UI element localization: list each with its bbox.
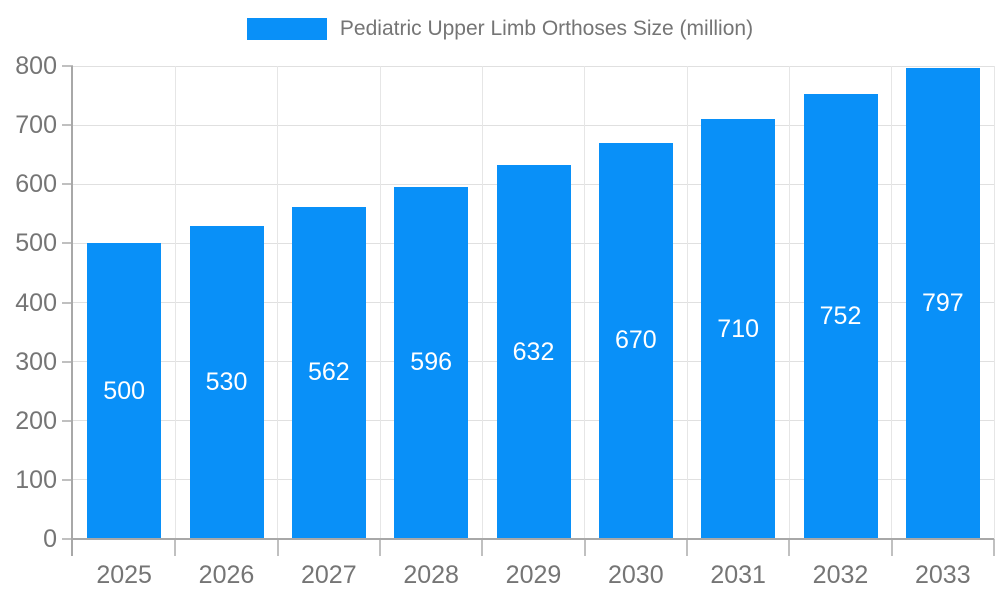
v-gridline xyxy=(379,66,381,539)
legend-label: Pediatric Upper Limb Orthoses Size (mill… xyxy=(339,17,754,40)
v-gridline xyxy=(174,66,176,539)
v-gridline xyxy=(993,66,995,539)
bar-value-label: 752 xyxy=(819,302,862,331)
bar-value-label: 530 xyxy=(205,367,248,396)
x-axis-tick-label: 2027 xyxy=(301,561,357,589)
y-axis-tick-label: 300 xyxy=(15,347,57,376)
y-axis-line xyxy=(71,66,73,556)
x-axis-tick-label: 2030 xyxy=(608,561,664,589)
x-axis-tick xyxy=(583,539,586,556)
x-axis-tick xyxy=(174,539,177,556)
y-axis-tick-label: 700 xyxy=(15,111,57,140)
bar-value-label: 670 xyxy=(614,326,657,355)
bar[interactable]: 797 xyxy=(905,67,980,539)
legend[interactable]: Pediatric Upper Limb Orthoses Size (mill… xyxy=(0,17,1000,41)
x-axis-tick xyxy=(993,539,995,556)
v-gridline xyxy=(481,66,483,539)
y-axis-tick-label: 500 xyxy=(15,229,57,258)
x-axis-line xyxy=(73,538,994,540)
bar-value-label: 562 xyxy=(307,358,350,387)
y-axis-tick xyxy=(62,419,73,422)
y-axis-tick xyxy=(62,183,73,186)
bar-value-label: 596 xyxy=(410,348,453,377)
bar-value-label: 500 xyxy=(103,376,146,405)
x-axis-tick-label: 2028 xyxy=(403,561,459,589)
y-axis-tick xyxy=(62,478,73,481)
y-axis-tick xyxy=(62,124,73,127)
x-axis-tick-label: 2032 xyxy=(812,561,869,589)
y-axis-tick xyxy=(62,538,73,540)
x-axis-tick xyxy=(379,539,381,556)
x-axis-tick-label: 2033 xyxy=(915,561,971,589)
x-axis-tick xyxy=(481,539,484,556)
bar[interactable]: 530 xyxy=(189,225,264,539)
y-axis-tick xyxy=(62,360,73,363)
x-axis-tick xyxy=(890,539,893,556)
x-axis-tick-label: 2026 xyxy=(198,561,255,589)
y-axis-tick xyxy=(62,301,73,304)
y-axis-tick xyxy=(62,242,73,245)
bar[interactable]: 596 xyxy=(394,186,469,539)
h-gridline xyxy=(73,124,994,126)
bar[interactable]: 670 xyxy=(598,142,673,539)
y-axis-tick-label: 200 xyxy=(15,406,57,435)
bar-value-label: 632 xyxy=(512,337,555,366)
bar[interactable]: 710 xyxy=(701,119,776,539)
bar-value-label: 710 xyxy=(717,314,760,343)
v-gridline xyxy=(788,66,790,539)
bar[interactable]: 562 xyxy=(291,206,366,539)
y-axis-tick-label: 100 xyxy=(15,465,57,494)
h-gridline xyxy=(73,65,994,67)
y-axis-tick-label: 800 xyxy=(15,52,57,80)
x-axis-tick-label: 2025 xyxy=(96,561,152,589)
v-gridline xyxy=(891,66,893,539)
y-axis-tick-label: 0 xyxy=(43,525,57,553)
x-axis-tick-label: 2029 xyxy=(505,561,562,589)
y-axis-tick-label: 600 xyxy=(15,170,57,199)
x-axis-tick xyxy=(276,539,279,556)
bar[interactable]: 500 xyxy=(87,243,162,539)
v-gridline xyxy=(686,66,688,539)
x-axis-tick xyxy=(788,539,791,556)
bar-value-label: 797 xyxy=(921,288,964,317)
x-axis-tick xyxy=(686,539,688,556)
bar[interactable]: 632 xyxy=(496,165,571,539)
bar[interactable]: 752 xyxy=(803,94,878,539)
legend-swatch xyxy=(246,18,327,40)
x-axis-tick-label: 2031 xyxy=(710,561,766,589)
v-gridline xyxy=(584,66,586,539)
v-gridline xyxy=(277,66,279,539)
y-axis-tick xyxy=(62,65,73,67)
y-axis-tick-label: 400 xyxy=(15,288,57,317)
